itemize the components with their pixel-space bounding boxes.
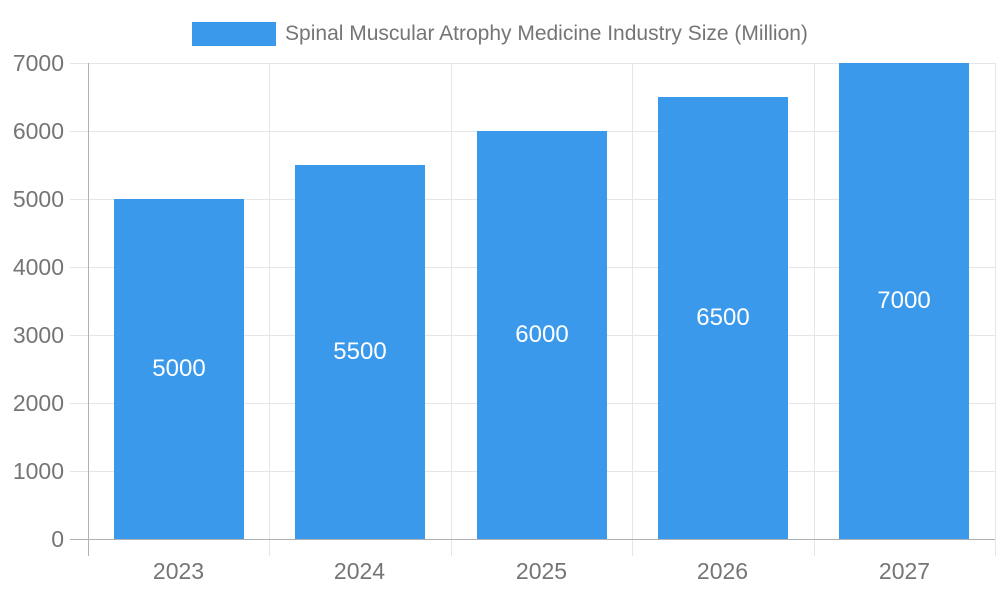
bar-value-label: 5000 bbox=[152, 355, 206, 382]
x-gridline bbox=[814, 63, 815, 539]
x-gridline bbox=[269, 63, 270, 539]
y-tick bbox=[70, 131, 88, 132]
x-tick bbox=[269, 539, 270, 556]
bar-2026[interactable]: 6500 bbox=[658, 97, 788, 539]
x-axis-label: 2027 bbox=[878, 558, 931, 584]
x-gridline bbox=[451, 63, 452, 539]
y-axis-label: 6000 bbox=[12, 118, 64, 144]
y-tick bbox=[70, 471, 88, 472]
x-axis-label: 2026 bbox=[696, 558, 749, 584]
x-axis-label: 2024 bbox=[333, 558, 386, 584]
bar-value-label: 7000 bbox=[877, 287, 931, 314]
y-tick bbox=[70, 403, 88, 404]
x-gridline bbox=[995, 63, 996, 539]
x-axis-label: 2023 bbox=[152, 558, 205, 584]
y-gridline bbox=[88, 63, 995, 64]
y-tick bbox=[70, 335, 88, 336]
bar-value-label: 6500 bbox=[696, 304, 750, 331]
y-tick bbox=[70, 267, 88, 268]
x-tick bbox=[451, 539, 452, 556]
y-axis-label: 4000 bbox=[12, 254, 64, 280]
bar-value-label: 6000 bbox=[515, 321, 569, 348]
y-axis-label: 2000 bbox=[12, 390, 64, 416]
x-gridline bbox=[632, 63, 633, 539]
legend-label[interactable]: Spinal Muscular Atrophy Medicine Industr… bbox=[285, 22, 808, 45]
x-tick bbox=[995, 539, 996, 556]
y-axis-label: 5000 bbox=[12, 186, 64, 212]
y-tick bbox=[70, 199, 88, 200]
x-axis-label: 2025 bbox=[515, 558, 568, 584]
legend-swatch[interactable] bbox=[192, 22, 277, 46]
y-axis-label: 0 bbox=[51, 526, 64, 552]
y-axis-line bbox=[88, 63, 89, 556]
x-tick bbox=[632, 539, 633, 556]
bar-2024[interactable]: 5500 bbox=[295, 165, 425, 539]
bar-2025[interactable]: 6000 bbox=[477, 131, 607, 539]
legend[interactable]: Spinal Muscular Atrophy Medicine Industr… bbox=[0, 20, 1000, 48]
bar-value-label: 5500 bbox=[333, 338, 387, 365]
x-tick bbox=[814, 539, 815, 556]
y-axis-label: 7000 bbox=[12, 50, 64, 76]
x-axis-line bbox=[70, 539, 995, 540]
y-axis-label: 3000 bbox=[12, 322, 64, 348]
bar-2023[interactable]: 5000 bbox=[114, 199, 244, 539]
y-tick bbox=[70, 63, 88, 64]
bar-2027[interactable]: 7000 bbox=[839, 63, 969, 539]
y-axis-label: 1000 bbox=[12, 458, 64, 484]
